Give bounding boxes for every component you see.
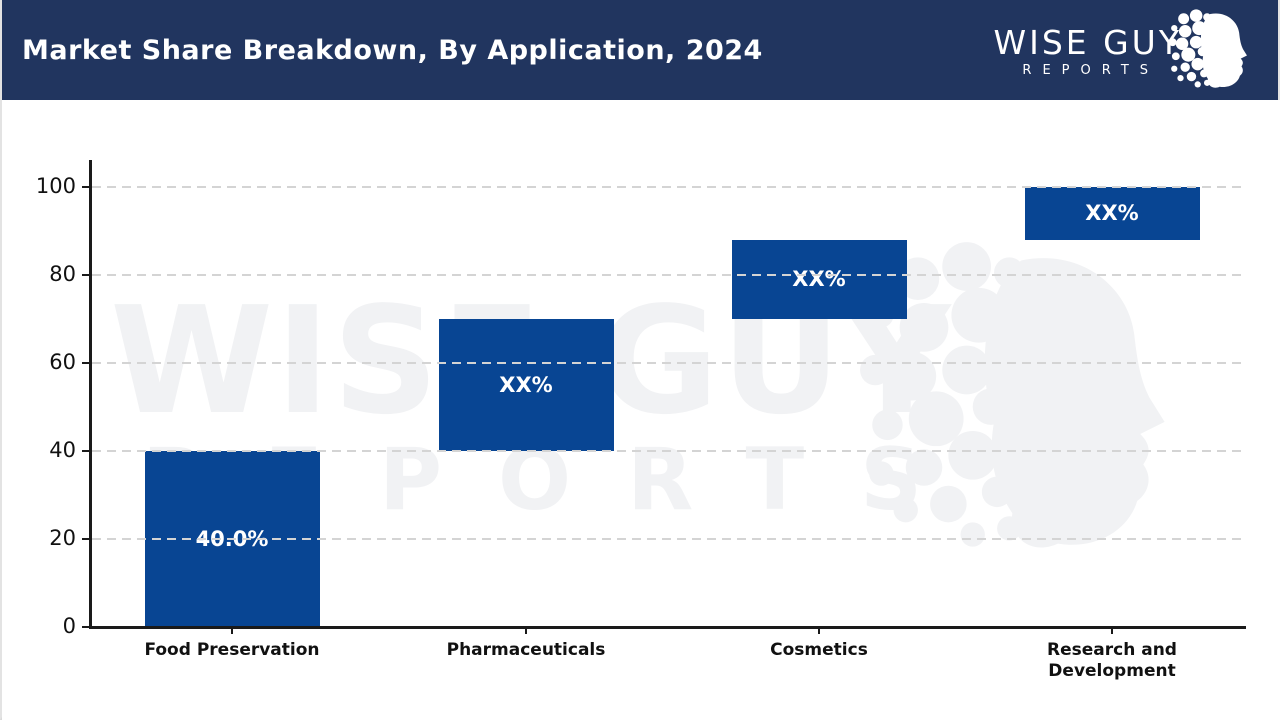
x-tick-mark-1	[231, 627, 233, 634]
y-tick-label-40: 40	[49, 438, 76, 462]
y-tick-mark-60	[82, 362, 89, 364]
gridline-40	[92, 450, 1246, 452]
logo-text: WISE GUY REPORTS	[993, 23, 1182, 78]
bar-segment-2: XX%	[438, 319, 614, 451]
dotted-head-icon	[1168, 9, 1247, 88]
bar-segment-3: XX%	[731, 239, 907, 319]
gridline-60	[92, 362, 1246, 364]
y-tick-mark-80	[82, 274, 89, 276]
gridline-80	[92, 274, 1246, 276]
y-tick-mark-20	[82, 538, 89, 540]
gridline-100	[92, 186, 1246, 188]
category-label-1: Food Preservation	[144, 640, 320, 660]
category-label-2: Pharmaceuticals	[446, 640, 606, 660]
y-tick-label-60: 60	[49, 350, 76, 374]
bar-value-label: XX%	[499, 373, 553, 397]
wise-guy-logo: WISE GUY REPORTS	[993, 9, 1254, 91]
chart-area: WISE GUY REPORTS 40.0% XX% XX% XX% 0 20 40 60 80…	[2, 100, 1280, 720]
logo-secondary-text: REPORTS	[1022, 62, 1160, 78]
x-tick-mark-4	[1111, 627, 1113, 634]
y-tick-label-20: 20	[49, 526, 76, 550]
logo-primary-text: WISE GUY	[993, 22, 1182, 62]
y-tick-mark-100	[82, 186, 89, 188]
y-tick-mark-40	[82, 450, 89, 452]
y-axis-spine	[89, 160, 92, 628]
bar-segment-4: XX%	[1024, 187, 1200, 240]
y-tick-mark-0	[82, 626, 89, 628]
header-bar: Market Share Breakdown, By Application, …	[2, 0, 1278, 100]
bar-value-label: XX%	[1085, 201, 1139, 226]
page-title: Market Share Breakdown, By Application, …	[22, 34, 763, 66]
y-tick-label-0: 0	[62, 614, 76, 638]
x-tick-mark-3	[818, 627, 820, 634]
category-label-4: Research and Development	[1047, 640, 1177, 682]
y-tick-label-100: 100	[35, 174, 76, 198]
category-label-3: Cosmetics	[770, 640, 868, 660]
watermark-dotted-head-icon	[860, 242, 1165, 548]
y-tick-label-80: 80	[49, 262, 76, 286]
gridline-20	[92, 538, 1246, 540]
x-tick-mark-2	[525, 627, 527, 634]
x-axis-spine	[89, 626, 1246, 629]
bar-value-label: XX%	[792, 267, 846, 292]
